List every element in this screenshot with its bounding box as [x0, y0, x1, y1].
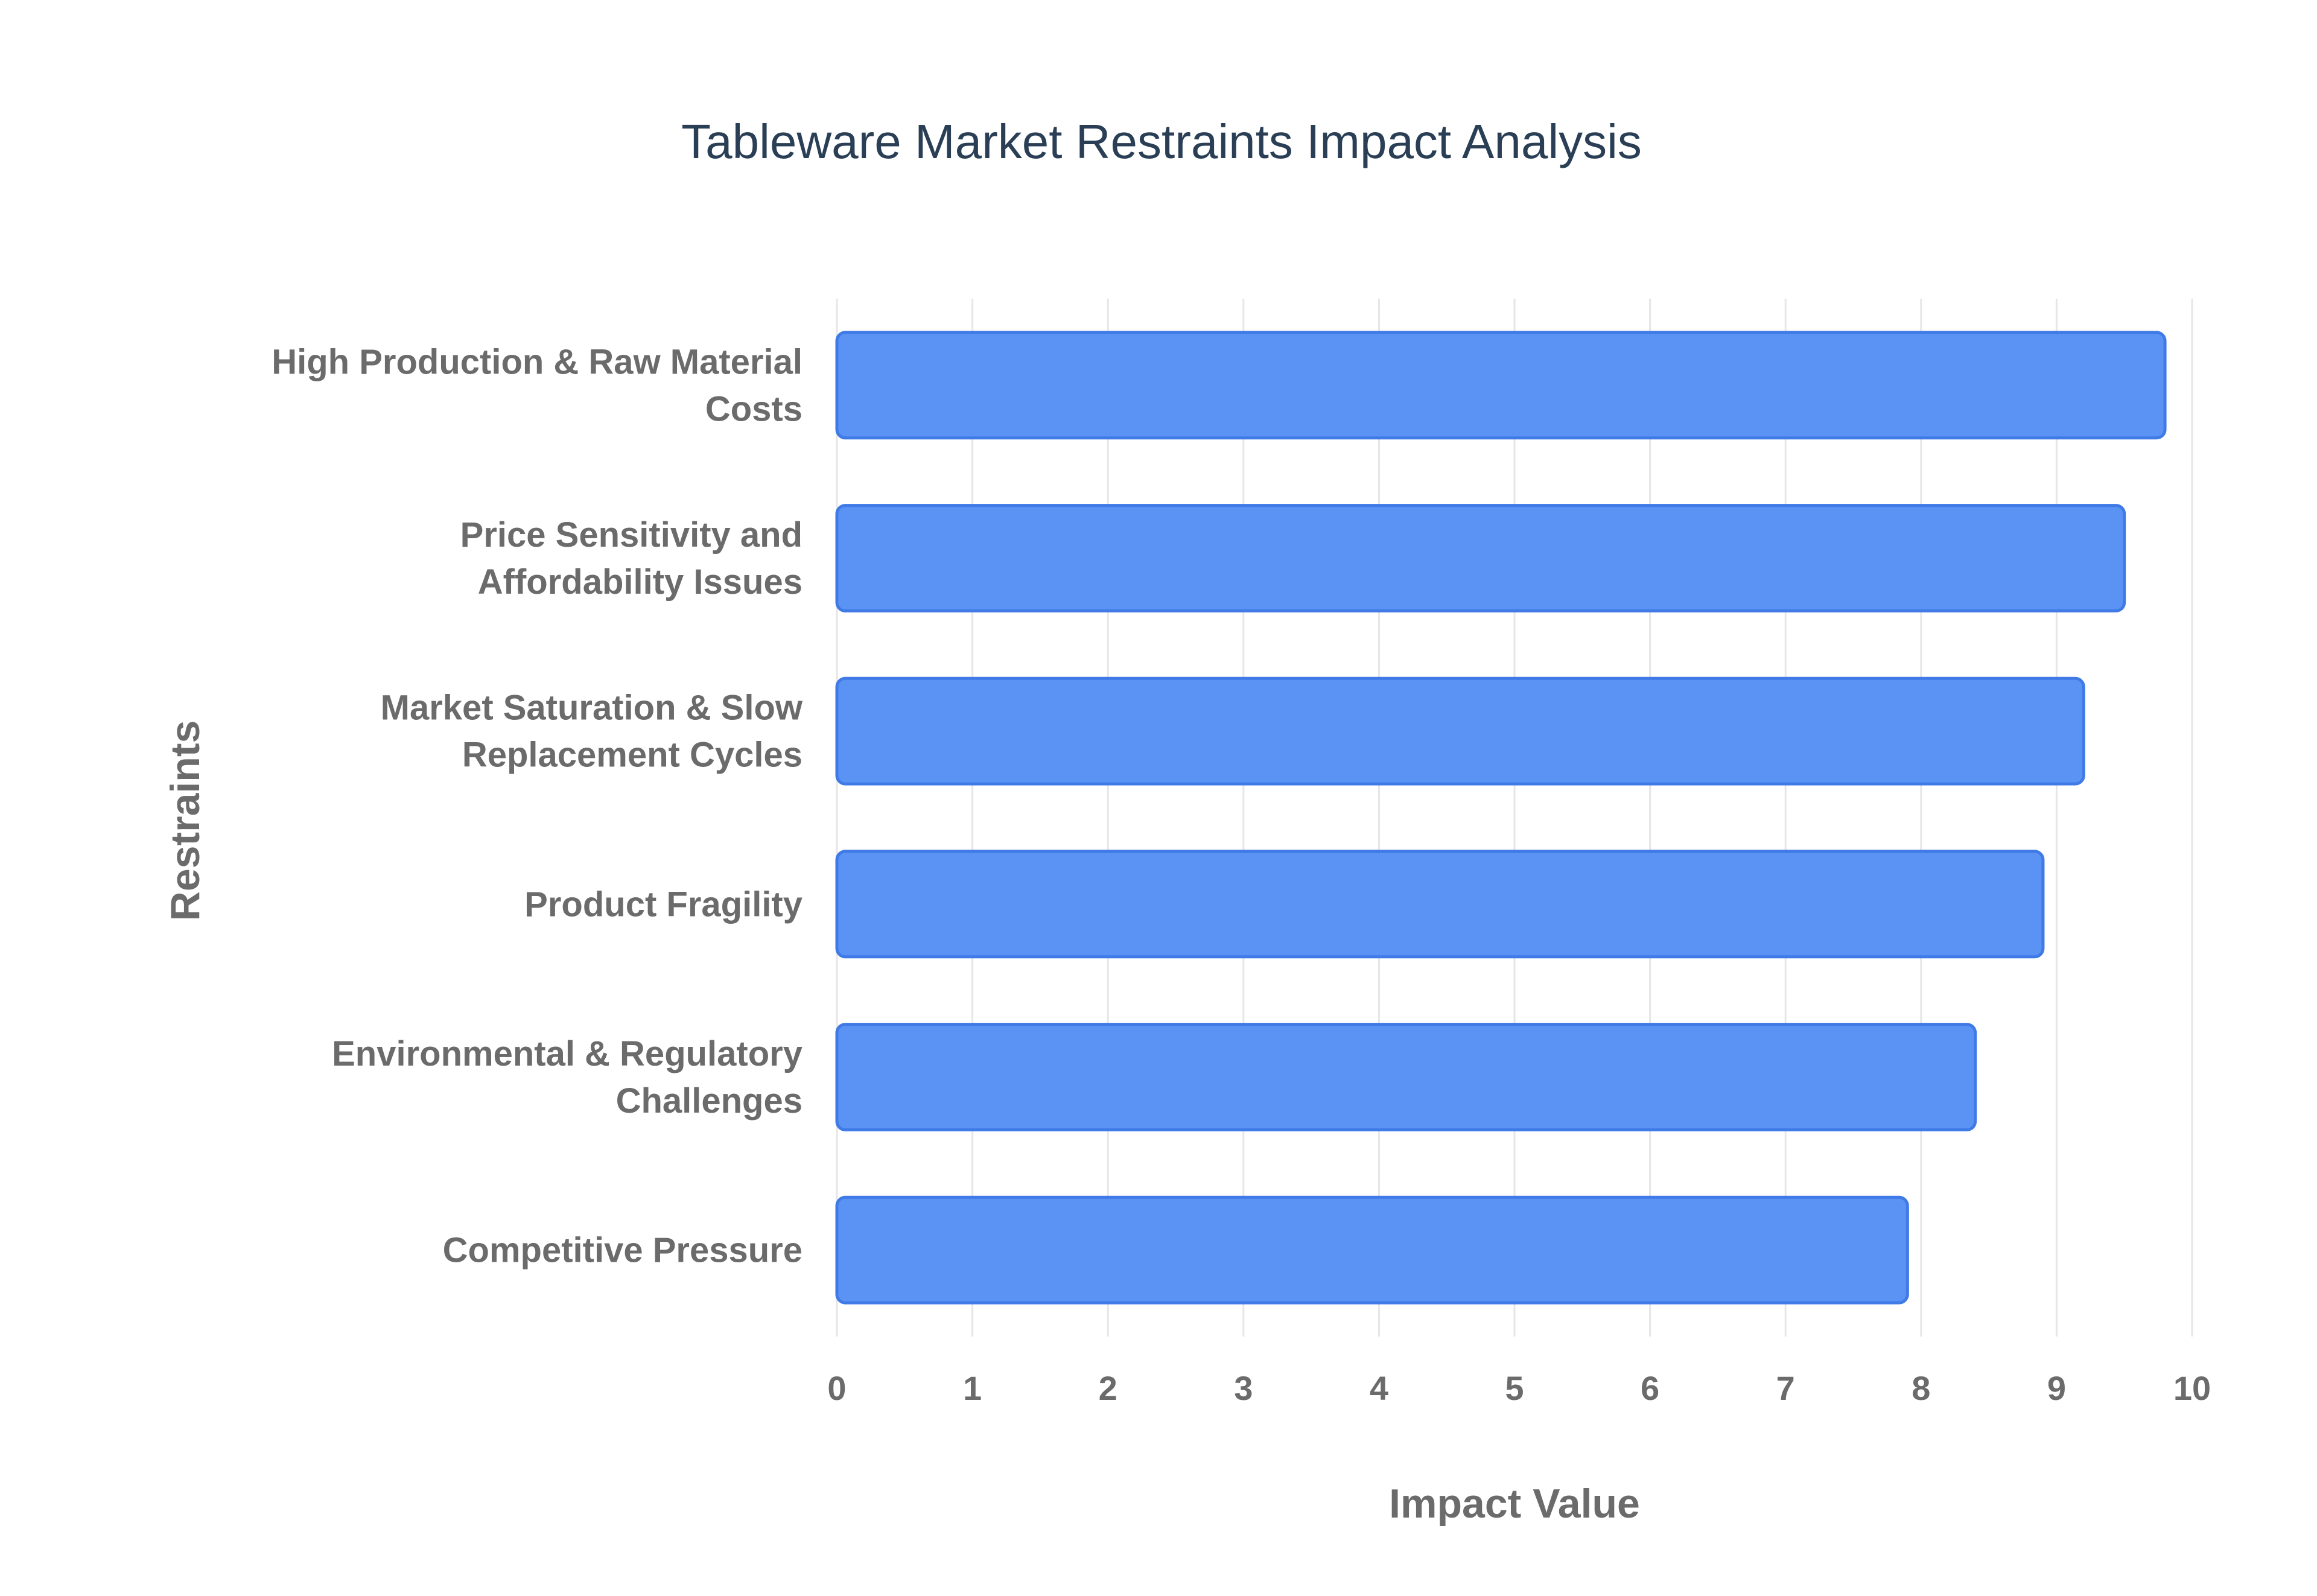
x-tick-label: 10 [2173, 1369, 2211, 1407]
x-tick-label: 4 [1370, 1369, 1388, 1407]
category-label: Competitive Pressure [443, 1231, 803, 1270]
bar[interactable] [835, 331, 2167, 440]
category-label-line: Product Fragility [524, 885, 803, 924]
x-tick-label: 6 [1641, 1369, 1659, 1407]
bars [835, 331, 2167, 1305]
x-tick-label: 0 [827, 1369, 846, 1407]
x-axis-ticks: 0 1 2 3 4 5 6 7 8 9 10 [827, 1369, 2211, 1407]
chart-title: Tableware Market Restraints Impact Analy… [681, 115, 1642, 168]
x-tick-label: 9 [2047, 1369, 2066, 1407]
bar[interactable] [835, 1023, 1977, 1131]
x-tick-label: 5 [1505, 1369, 1524, 1407]
x-tick-label: 2 [1099, 1369, 1117, 1407]
category-label-line: Affordability Issues [478, 562, 803, 602]
x-tick-label: 3 [1234, 1369, 1253, 1407]
category-label-line: Market Saturation & Slow [381, 688, 803, 728]
category-label-line: Costs [705, 389, 803, 428]
category-label-line: Replacement Cycles [462, 736, 803, 775]
category-label-line: Challenges [616, 1081, 803, 1121]
bar[interactable] [835, 676, 2085, 786]
x-axis-title: Impact Value [1389, 1481, 1640, 1527]
x-tick-label: 1 [963, 1369, 982, 1407]
category-label: High Production & Raw Material Costs [272, 342, 803, 428]
grid-lines [836, 299, 2193, 1337]
category-label-line: Environmental & Regulatory [332, 1034, 803, 1073]
y-axis-title: Restraints [162, 720, 208, 921]
x-tick-label: 7 [1776, 1369, 1795, 1407]
category-label-line: Price Sensitivity and [460, 515, 803, 555]
category-label: Price Sensitivity and Affordability Issue… [460, 515, 803, 602]
category-label: Market Saturation & Slow Replacement Cycl… [381, 688, 803, 775]
bar[interactable] [835, 504, 2126, 612]
category-label: Environmental & Regulatory Challenges [332, 1034, 803, 1121]
category-label-line: Competitive Pressure [443, 1231, 803, 1270]
category-label-line: High Production & Raw Material [272, 342, 803, 381]
x-tick-label: 8 [1912, 1369, 1930, 1407]
y-axis-categories: High Production & Raw Material Costs Price… [272, 342, 803, 1270]
category-label: Product Fragility [524, 885, 803, 924]
bar[interactable] [835, 1195, 1909, 1305]
bar[interactable] [835, 850, 2045, 959]
